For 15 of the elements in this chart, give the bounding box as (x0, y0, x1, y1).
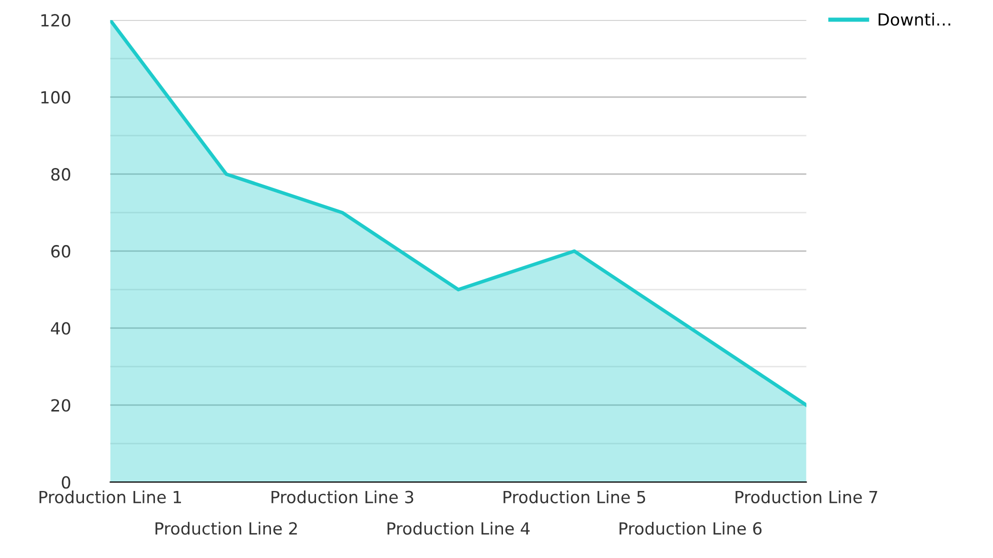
x-tick-label: Production Line 7 (736, 490, 878, 504)
x-tick-label: Production Line 2 (156, 522, 297, 535)
legend-label: Downti… (878, 12, 950, 26)
y-tick-label: 100 (41, 91, 70, 104)
y-tick-label: 80 (51, 168, 70, 181)
x-tick-label: Production Line 4 (388, 522, 530, 535)
y-tick-label: 0 (62, 476, 70, 489)
x-tick-label: Production Line 3 (272, 490, 414, 504)
x-tick-label: Production Line 6 (620, 522, 762, 535)
y-tick-label: 40 (50, 322, 70, 335)
y-tick-label: 120 (41, 14, 70, 27)
x-tick-label: Production Line 5 (504, 490, 646, 504)
y-tick-label: 20 (51, 399, 70, 412)
y-tick-label: 60 (51, 245, 70, 258)
x-tick-label: Production Line 1 (40, 490, 181, 504)
